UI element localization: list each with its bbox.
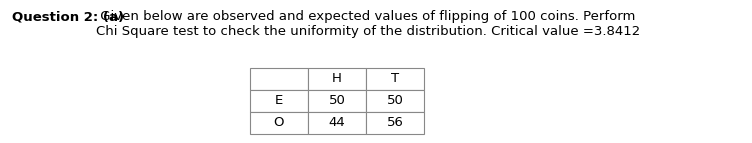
Bar bbox=[366, 90, 424, 112]
Bar bbox=[308, 90, 366, 112]
Bar bbox=[308, 68, 366, 90]
Bar bbox=[366, 112, 424, 134]
Text: Question 2: (a): Question 2: (a) bbox=[12, 10, 124, 23]
Bar bbox=[308, 112, 366, 134]
Bar bbox=[366, 68, 424, 90]
Text: 50: 50 bbox=[387, 95, 403, 108]
Bar bbox=[250, 90, 308, 112]
Text: Given below are observed and expected values of flipping of 100 coins. Perform
C: Given below are observed and expected va… bbox=[96, 10, 640, 38]
Text: 56: 56 bbox=[387, 117, 403, 130]
Text: H: H bbox=[332, 73, 342, 86]
Text: 44: 44 bbox=[329, 117, 345, 130]
Text: T: T bbox=[391, 73, 399, 86]
Text: 50: 50 bbox=[329, 95, 345, 108]
Bar bbox=[250, 112, 308, 134]
Text: E: E bbox=[275, 95, 283, 108]
Bar bbox=[250, 68, 308, 90]
Text: O: O bbox=[274, 117, 284, 130]
